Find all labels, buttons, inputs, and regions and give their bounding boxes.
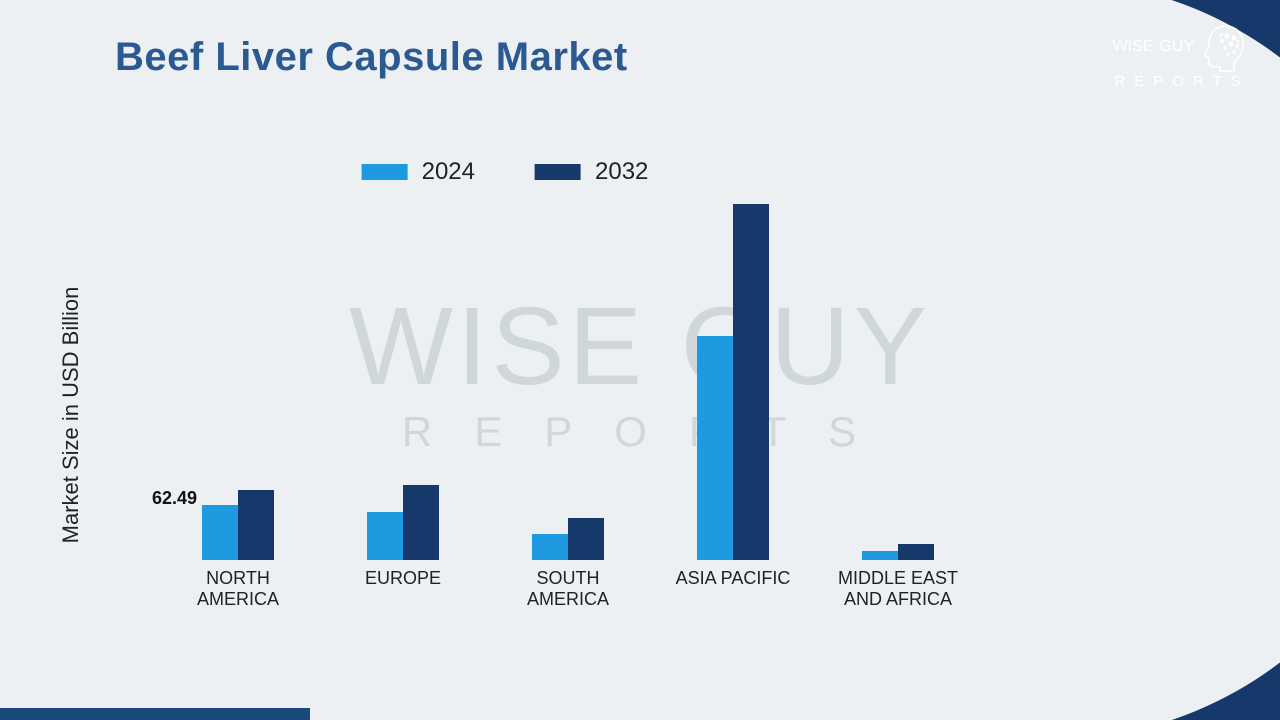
legend: 2024 2032 (362, 158, 649, 186)
brand-word-1: WISE (1112, 39, 1153, 55)
bar-group: SOUTH AMERICA (488, 200, 648, 560)
chart-area: Market Size in USD Billion 2024 2032 NOR… (40, 150, 970, 680)
bar-group: NORTH AMERICA62.49 (158, 200, 318, 560)
bar-group: ASIA PACIFIC (653, 200, 813, 560)
bar-group: MIDDLE EAST AND AFRICA (818, 200, 978, 560)
category-label: SOUTH AMERICA (498, 568, 638, 609)
plot-region: NORTH AMERICA62.49EUROPESOUTH AMERICAASI… (128, 200, 970, 560)
legend-label-2032: 2032 (595, 158, 648, 186)
bar-2024 (367, 512, 403, 560)
bar-group: EUROPE (323, 200, 483, 560)
bar-2032 (733, 204, 769, 560)
bar-2024 (532, 534, 568, 560)
bar-2032 (898, 544, 934, 560)
bar-2032 (403, 485, 439, 560)
bar-2032 (238, 490, 274, 560)
legend-item-2024: 2024 (362, 158, 475, 186)
legend-swatch-2024 (362, 164, 408, 180)
y-axis-label: Market Size in USD Billion (58, 287, 84, 544)
bars-container (323, 200, 483, 560)
bottom-accent-strip (0, 708, 310, 720)
category-label: MIDDLE EAST AND AFRICA (828, 568, 968, 609)
legend-swatch-2032 (535, 164, 581, 180)
bars-container (818, 200, 978, 560)
bars-container (488, 200, 648, 560)
bar-2024 (862, 551, 898, 560)
bar-value-label: 62.49 (152, 488, 197, 509)
legend-label-2024: 2024 (422, 158, 475, 186)
brand-word-2: GUY (1159, 39, 1194, 55)
bars-container (653, 200, 813, 560)
head-outline-icon (1200, 22, 1250, 72)
category-label: NORTH AMERICA (168, 568, 308, 609)
category-label: EUROPE (333, 568, 473, 589)
bar-2024 (697, 336, 733, 560)
bar-2024 (202, 505, 238, 560)
category-label: ASIA PACIFIC (663, 568, 803, 589)
bar-2032 (568, 518, 604, 560)
brand-logo: WISE GUY REPORTS (1112, 22, 1250, 89)
brand-subtitle: REPORTS (1114, 74, 1250, 89)
page-root: Beef Liver Capsule Market WISE GUY REPOR… (0, 0, 1280, 720)
chart-title: Beef Liver Capsule Market (115, 35, 628, 80)
legend-item-2032: 2032 (535, 158, 648, 186)
